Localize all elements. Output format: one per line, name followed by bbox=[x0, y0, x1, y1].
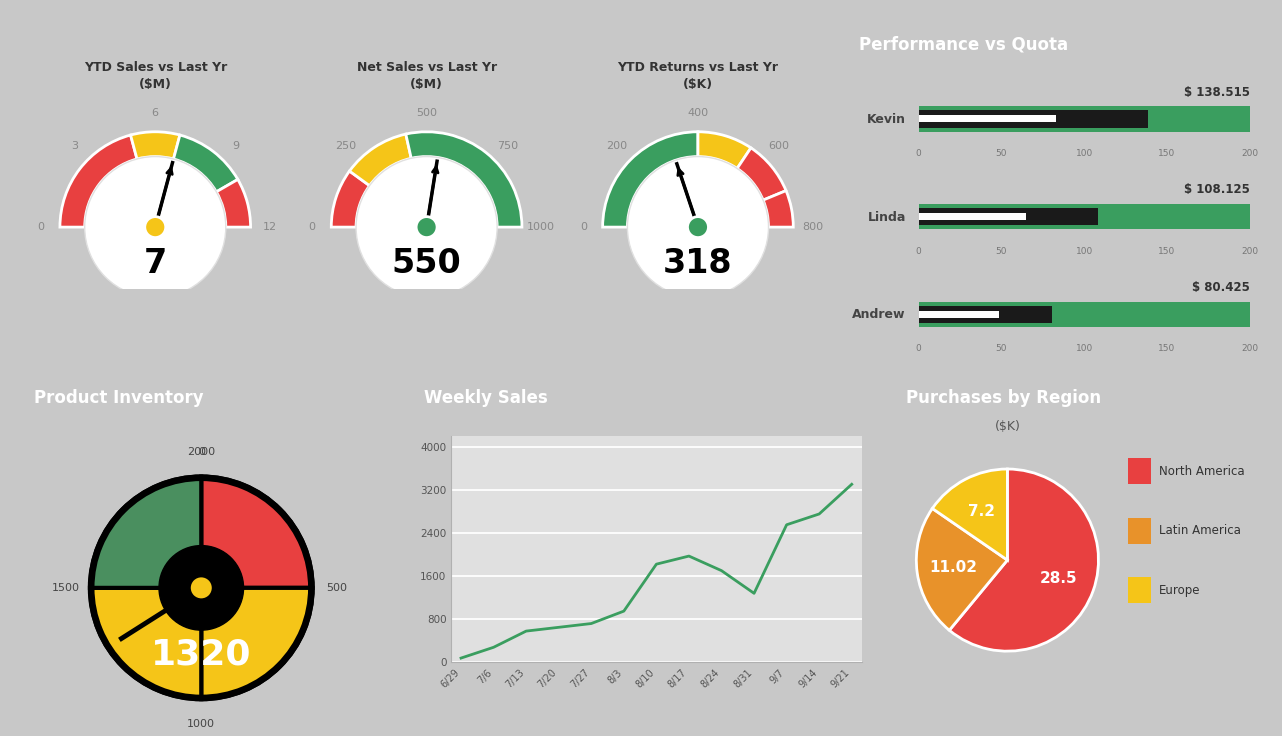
Wedge shape bbox=[173, 135, 237, 192]
Text: 150: 150 bbox=[1158, 247, 1176, 256]
Circle shape bbox=[145, 216, 165, 238]
Text: 600: 600 bbox=[768, 141, 790, 151]
Wedge shape bbox=[331, 171, 369, 227]
Text: 11.02: 11.02 bbox=[929, 560, 977, 575]
Circle shape bbox=[627, 157, 768, 297]
Bar bbox=[919, 116, 1056, 122]
Text: 0: 0 bbox=[915, 149, 922, 158]
Wedge shape bbox=[60, 135, 137, 227]
Wedge shape bbox=[87, 475, 315, 701]
Text: 1320: 1320 bbox=[151, 637, 251, 672]
Text: $ 108.125: $ 108.125 bbox=[1183, 183, 1250, 196]
Text: 100: 100 bbox=[1076, 344, 1092, 353]
Title: Net Sales vs Last Yr
($M): Net Sales vs Last Yr ($M) bbox=[356, 61, 496, 91]
Wedge shape bbox=[950, 469, 1099, 651]
Text: 7.2: 7.2 bbox=[968, 504, 995, 519]
Title: YTD Returns vs Last Yr
($K): YTD Returns vs Last Yr ($K) bbox=[618, 61, 778, 91]
Wedge shape bbox=[201, 477, 313, 588]
Circle shape bbox=[687, 216, 709, 238]
Bar bbox=[919, 208, 1097, 225]
Bar bbox=[919, 302, 1250, 327]
Text: 3: 3 bbox=[71, 141, 78, 151]
Text: 200: 200 bbox=[1241, 149, 1258, 158]
Circle shape bbox=[356, 157, 497, 297]
Circle shape bbox=[85, 157, 226, 297]
Bar bbox=[1128, 577, 1151, 604]
Text: 50: 50 bbox=[996, 247, 1008, 256]
Text: 200: 200 bbox=[1241, 344, 1258, 353]
Bar bbox=[919, 213, 1026, 220]
Bar bbox=[919, 311, 999, 318]
Text: Kevin: Kevin bbox=[867, 113, 906, 126]
Text: $ 138.515: $ 138.515 bbox=[1183, 85, 1250, 99]
Wedge shape bbox=[763, 191, 794, 227]
Text: 0: 0 bbox=[197, 447, 205, 457]
Bar bbox=[919, 204, 1250, 230]
Text: $ 80.425: $ 80.425 bbox=[1192, 281, 1250, 294]
Text: 500: 500 bbox=[417, 107, 437, 118]
Text: 50: 50 bbox=[996, 344, 1008, 353]
Text: Linda: Linda bbox=[868, 210, 906, 224]
Text: 100: 100 bbox=[1076, 149, 1092, 158]
Text: Performance vs Quota: Performance vs Quota bbox=[859, 36, 1068, 54]
Text: 150: 150 bbox=[1158, 149, 1176, 158]
Text: 250: 250 bbox=[335, 141, 356, 151]
Text: 50: 50 bbox=[996, 149, 1008, 158]
Circle shape bbox=[188, 576, 214, 600]
Text: 6: 6 bbox=[151, 107, 159, 118]
Text: 0: 0 bbox=[915, 344, 922, 353]
Text: 800: 800 bbox=[801, 222, 823, 232]
Bar bbox=[919, 106, 1250, 132]
Bar bbox=[919, 305, 1051, 323]
Wedge shape bbox=[90, 477, 201, 588]
Text: 1500: 1500 bbox=[51, 583, 79, 593]
Text: 550: 550 bbox=[392, 247, 462, 280]
Title: YTD Sales vs Last Yr
($M): YTD Sales vs Last Yr ($M) bbox=[83, 61, 227, 91]
Wedge shape bbox=[217, 180, 250, 227]
Wedge shape bbox=[90, 588, 201, 699]
Text: 500: 500 bbox=[327, 583, 347, 593]
Text: Andrew: Andrew bbox=[853, 308, 906, 321]
Text: Product Inventory: Product Inventory bbox=[33, 389, 204, 407]
Text: 1000: 1000 bbox=[527, 222, 555, 232]
Text: 150: 150 bbox=[1158, 344, 1176, 353]
Bar bbox=[1128, 458, 1151, 484]
Wedge shape bbox=[697, 132, 751, 169]
Text: Latin America: Latin America bbox=[1159, 524, 1241, 537]
Text: North America: North America bbox=[1159, 464, 1245, 478]
Text: 318: 318 bbox=[663, 247, 733, 280]
Text: ($K): ($K) bbox=[995, 420, 1020, 433]
Text: 28.5: 28.5 bbox=[1040, 571, 1078, 586]
Text: Weekly Sales: Weekly Sales bbox=[423, 389, 547, 407]
Text: 7: 7 bbox=[144, 247, 167, 280]
Text: 2000: 2000 bbox=[187, 447, 215, 457]
Circle shape bbox=[159, 545, 244, 630]
Text: 200: 200 bbox=[1241, 247, 1258, 256]
Text: 100: 100 bbox=[1076, 247, 1092, 256]
Text: 750: 750 bbox=[497, 141, 518, 151]
Text: Purchases by Region: Purchases by Region bbox=[906, 389, 1101, 407]
Text: 12: 12 bbox=[263, 222, 277, 232]
Bar bbox=[919, 110, 1147, 128]
Text: 9: 9 bbox=[232, 141, 240, 151]
Wedge shape bbox=[201, 588, 313, 699]
Text: Europe: Europe bbox=[1159, 584, 1201, 597]
Wedge shape bbox=[406, 132, 522, 227]
Wedge shape bbox=[917, 509, 1008, 630]
Text: 200: 200 bbox=[606, 141, 628, 151]
Bar bbox=[1128, 517, 1151, 544]
Text: 400: 400 bbox=[687, 107, 709, 118]
Text: 0: 0 bbox=[915, 247, 922, 256]
Text: 0: 0 bbox=[579, 222, 587, 232]
Wedge shape bbox=[131, 132, 179, 159]
Wedge shape bbox=[350, 134, 412, 185]
Text: 0: 0 bbox=[37, 222, 45, 232]
Wedge shape bbox=[932, 469, 1008, 560]
Wedge shape bbox=[737, 148, 786, 200]
Text: 1000: 1000 bbox=[187, 718, 215, 729]
Circle shape bbox=[417, 216, 437, 238]
Text: 0: 0 bbox=[309, 222, 315, 232]
Wedge shape bbox=[603, 132, 697, 227]
